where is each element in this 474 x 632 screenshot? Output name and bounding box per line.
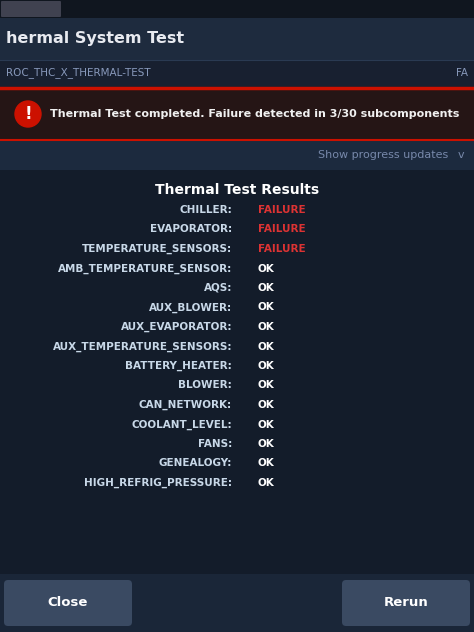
FancyBboxPatch shape [0,18,474,60]
FancyBboxPatch shape [0,88,474,140]
FancyBboxPatch shape [0,574,474,632]
FancyBboxPatch shape [0,60,474,86]
FancyBboxPatch shape [1,1,61,17]
Text: AUX_TEMPERATURE_SENSORS:: AUX_TEMPERATURE_SENSORS: [53,341,232,351]
Text: ROC_THC_X_THERMAL-TEST: ROC_THC_X_THERMAL-TEST [6,68,151,78]
Text: CAN_NETWORK:: CAN_NETWORK: [139,400,232,410]
Text: AQS:: AQS: [204,283,232,293]
Text: Thermal Test Results: Thermal Test Results [155,183,319,197]
Text: AUX_BLOWER:: AUX_BLOWER: [149,302,232,313]
Text: OK: OK [258,458,275,468]
Text: !: ! [24,105,32,123]
Text: BATTERY_HEATER:: BATTERY_HEATER: [125,361,232,371]
Text: OK: OK [258,400,275,410]
Text: AMB_TEMPERATURE_SENSOR:: AMB_TEMPERATURE_SENSOR: [58,264,232,274]
Text: TEMPERATURE_SENSORS:: TEMPERATURE_SENSORS: [82,244,232,254]
Text: OK: OK [258,303,275,312]
Text: Show progress updates: Show progress updates [318,150,448,160]
Text: Rerun: Rerun [383,597,428,609]
Text: OK: OK [258,361,275,371]
Text: OK: OK [258,478,275,488]
Text: OK: OK [258,322,275,332]
Text: GENEALOGY:: GENEALOGY: [159,458,232,468]
FancyBboxPatch shape [4,580,132,626]
Text: Close: Close [48,597,88,609]
Text: BLOWER:: BLOWER: [178,380,232,391]
Text: OK: OK [258,439,275,449]
Text: OK: OK [258,264,275,274]
Text: AUX_EVAPORATOR:: AUX_EVAPORATOR: [120,322,232,332]
Text: COOLANT_LEVEL:: COOLANT_LEVEL: [131,420,232,430]
Text: FAILURE: FAILURE [258,205,306,215]
Circle shape [15,101,41,127]
Text: CHILLER:: CHILLER: [179,205,232,215]
FancyBboxPatch shape [342,580,470,626]
FancyBboxPatch shape [0,170,474,574]
Text: OK: OK [258,420,275,430]
FancyBboxPatch shape [0,140,474,170]
Text: HIGH_REFRIG_PRESSURE:: HIGH_REFRIG_PRESSURE: [84,478,232,488]
Text: FANS:: FANS: [198,439,232,449]
Text: OK: OK [258,283,275,293]
FancyBboxPatch shape [0,0,474,18]
Text: v: v [457,150,464,160]
Text: FA: FA [456,68,468,78]
Text: FAILURE: FAILURE [258,244,306,254]
Text: EVAPORATOR:: EVAPORATOR: [150,224,232,234]
Text: OK: OK [258,380,275,391]
Text: Thermal Test completed. Failure detected in 3/30 subcomponents: Thermal Test completed. Failure detected… [50,109,459,119]
Text: OK: OK [258,341,275,351]
Text: hermal System Test: hermal System Test [6,32,184,47]
Text: FAILURE: FAILURE [258,224,306,234]
